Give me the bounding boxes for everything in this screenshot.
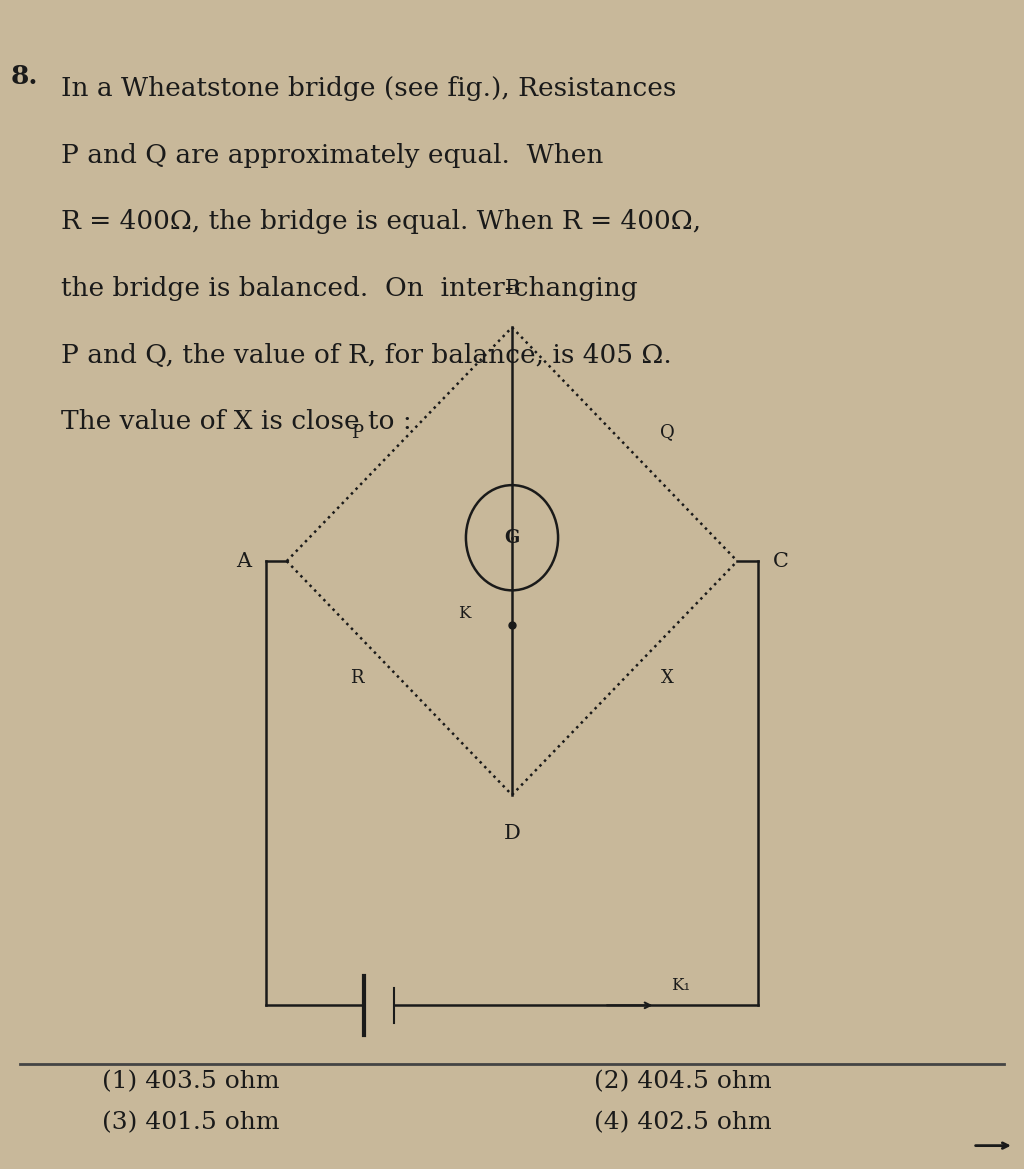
Text: R: R bbox=[350, 669, 364, 687]
Text: the bridge is balanced.  On  inter-changing: the bridge is balanced. On inter-changin… bbox=[61, 276, 638, 300]
FancyBboxPatch shape bbox=[10, 12, 1014, 1157]
Text: The value of X is close to :: The value of X is close to : bbox=[61, 409, 413, 434]
Text: K: K bbox=[459, 606, 471, 622]
Text: (4) 402.5 ohm: (4) 402.5 ohm bbox=[594, 1111, 771, 1134]
Text: P: P bbox=[351, 423, 364, 442]
Text: 8.: 8. bbox=[10, 64, 38, 89]
Text: C: C bbox=[773, 552, 790, 570]
Text: P and Q are approximately equal.  When: P and Q are approximately equal. When bbox=[61, 143, 604, 167]
Text: P and Q, the value of R, for balance, is 405 Ω.: P and Q, the value of R, for balance, is… bbox=[61, 343, 672, 367]
Text: (2) 404.5 ohm: (2) 404.5 ohm bbox=[594, 1070, 771, 1093]
Text: In a Wheatstone bridge (see fig.), Resistances: In a Wheatstone bridge (see fig.), Resis… bbox=[61, 76, 677, 101]
Text: B: B bbox=[504, 279, 520, 298]
Text: D: D bbox=[504, 824, 520, 843]
Text: Q: Q bbox=[660, 423, 675, 442]
Text: A: A bbox=[236, 552, 251, 570]
Text: (3) 401.5 ohm: (3) 401.5 ohm bbox=[102, 1111, 280, 1134]
Text: G: G bbox=[505, 528, 519, 547]
Text: R = 400Ω, the bridge is equal. When R = 400Ω,: R = 400Ω, the bridge is equal. When R = … bbox=[61, 209, 701, 234]
Text: (1) 403.5 ohm: (1) 403.5 ohm bbox=[102, 1070, 280, 1093]
Text: K₁: K₁ bbox=[671, 976, 690, 994]
Text: X: X bbox=[660, 669, 674, 687]
